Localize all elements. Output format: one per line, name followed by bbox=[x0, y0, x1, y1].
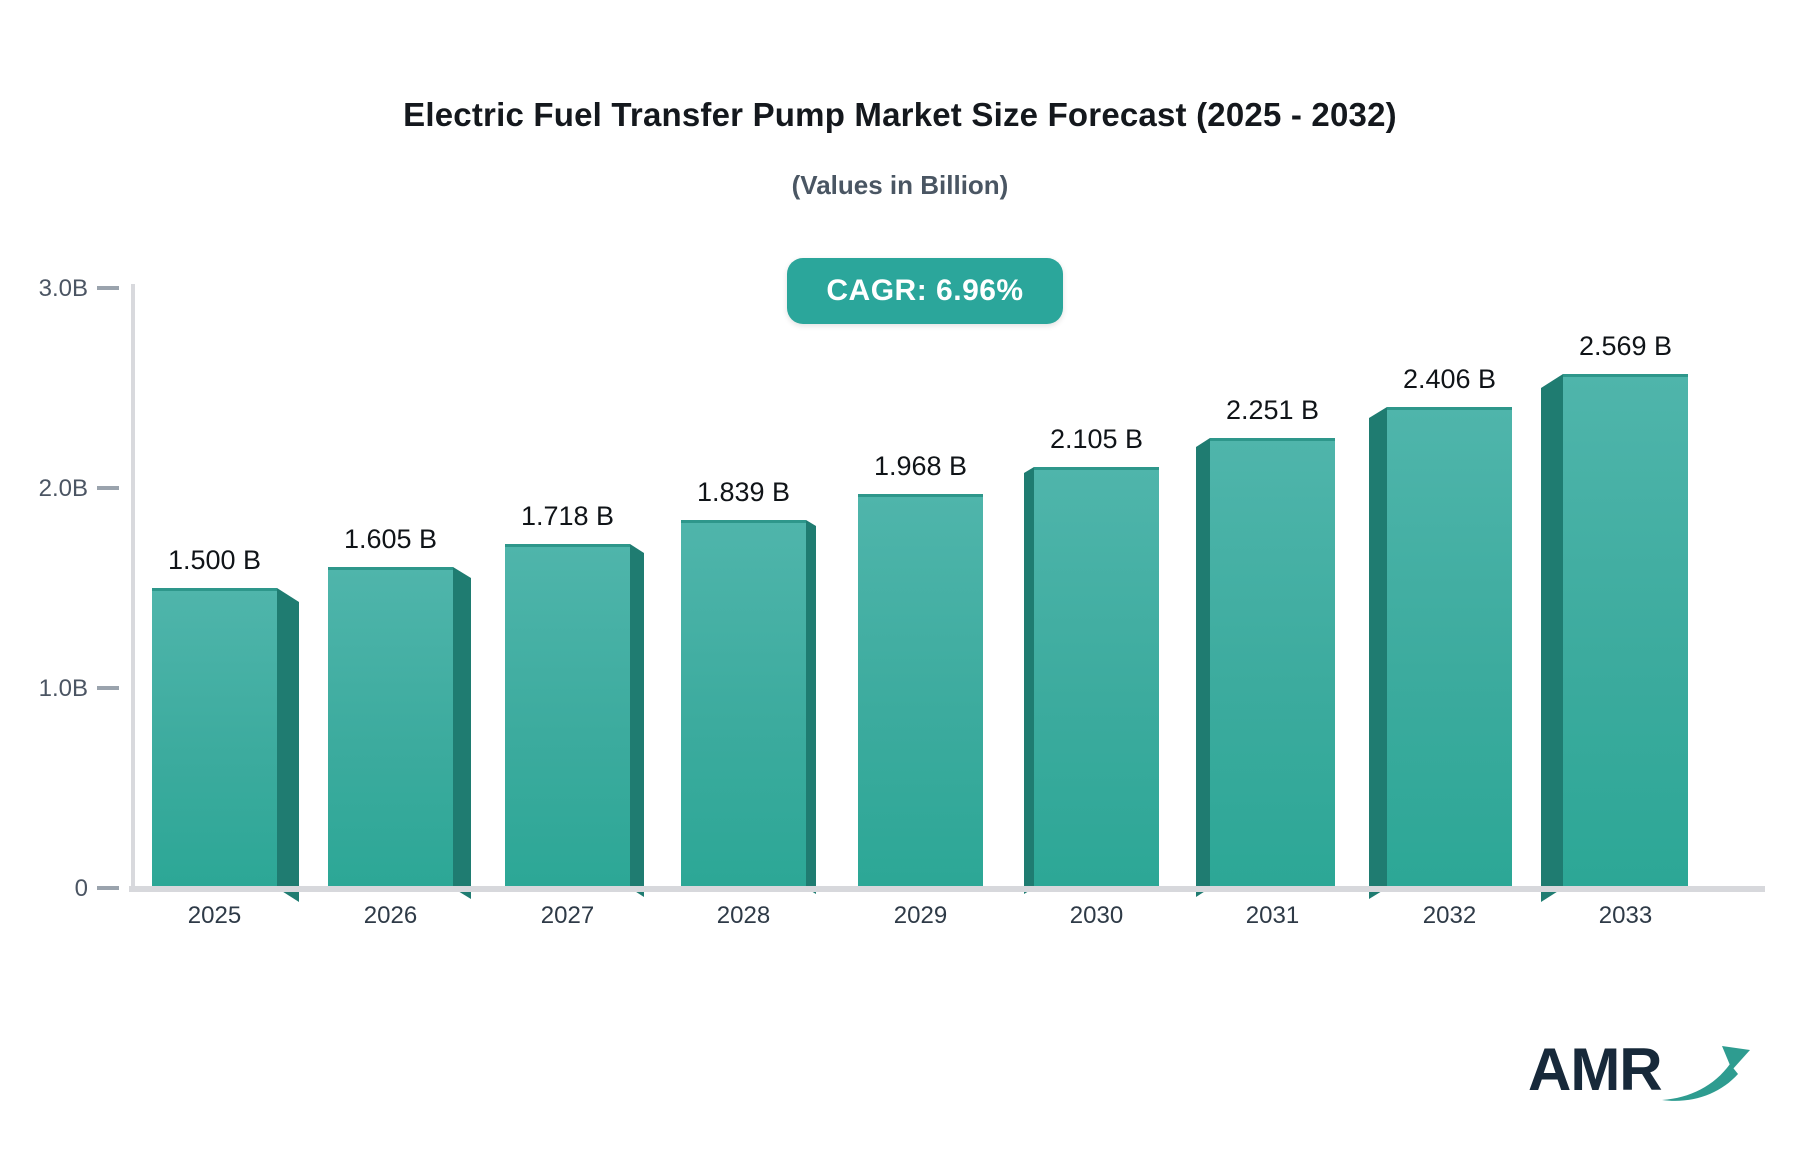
y-tick-mark bbox=[97, 686, 119, 690]
bar-2033 bbox=[1563, 374, 1688, 888]
y-tick-mark bbox=[97, 286, 119, 290]
bar-value-label: 2.251 B bbox=[1225, 395, 1320, 425]
bar-side-3d bbox=[277, 588, 299, 902]
y-tick-mark bbox=[97, 886, 119, 890]
amr-logo: AMR bbox=[1528, 1032, 1750, 1122]
bar-side-3d bbox=[806, 520, 816, 894]
x-tick-label: 2031 bbox=[1245, 902, 1300, 929]
bar-2025 bbox=[152, 588, 277, 888]
bar-value-label: 1.500 B bbox=[167, 545, 262, 575]
bar-2028 bbox=[681, 520, 806, 888]
bar-side-3d bbox=[1024, 467, 1034, 894]
x-tick-label: 2025 bbox=[187, 902, 242, 929]
bar-2030 bbox=[1034, 467, 1159, 888]
bar-side-3d bbox=[453, 567, 471, 899]
bar-side-3d bbox=[1196, 438, 1210, 897]
bar-value-label: 2.406 B bbox=[1402, 364, 1497, 394]
growth-arrow-icon bbox=[1662, 1046, 1750, 1101]
chart-subtitle: (Values in Billion) bbox=[791, 170, 1009, 200]
bar-2029 bbox=[858, 494, 983, 888]
bar-value-label: 1.718 B bbox=[520, 501, 615, 531]
x-tick-label: 2030 bbox=[1069, 902, 1124, 929]
bar-value-label: 2.105 B bbox=[1049, 424, 1144, 454]
x-tick-label: 2033 bbox=[1598, 902, 1653, 929]
cagr-badge: CAGR: 6.96% bbox=[787, 258, 1063, 324]
cagr-badge-label: CAGR: 6.96% bbox=[826, 274, 1024, 307]
y-axis-line bbox=[131, 284, 135, 892]
bar-value-label: 2.569 B bbox=[1578, 331, 1673, 361]
amr-logo-text: AMR bbox=[1528, 1036, 1663, 1103]
x-tick-label: 2032 bbox=[1422, 902, 1477, 929]
x-axis-line bbox=[129, 886, 1765, 892]
y-tick-label: 0 bbox=[74, 875, 88, 902]
bar-value-label: 1.839 B bbox=[696, 477, 791, 507]
x-tick-label: 2029 bbox=[893, 902, 948, 929]
y-tick-label: 3.0B bbox=[38, 275, 88, 302]
x-tick-label: 2026 bbox=[363, 902, 418, 929]
bar-2031 bbox=[1210, 438, 1335, 888]
bar-side-3d bbox=[1369, 407, 1387, 899]
bar-value-label: 1.605 B bbox=[343, 524, 438, 554]
y-tick-label: 2.0B bbox=[38, 475, 88, 502]
bar-2026 bbox=[328, 567, 453, 888]
x-tick-label: 2028 bbox=[716, 902, 771, 929]
y-tick-label: 1.0B bbox=[38, 675, 88, 702]
bar-2032 bbox=[1387, 407, 1512, 888]
bar-2027 bbox=[505, 544, 630, 888]
y-tick-mark bbox=[97, 486, 119, 490]
bar-side-3d bbox=[630, 544, 644, 897]
chart-title: Electric Fuel Transfer Pump Market Size … bbox=[403, 96, 1397, 133]
bar-side-3d bbox=[1541, 374, 1563, 902]
x-tick-label: 2027 bbox=[540, 902, 595, 929]
bar-value-label: 1.968 B bbox=[873, 451, 968, 481]
